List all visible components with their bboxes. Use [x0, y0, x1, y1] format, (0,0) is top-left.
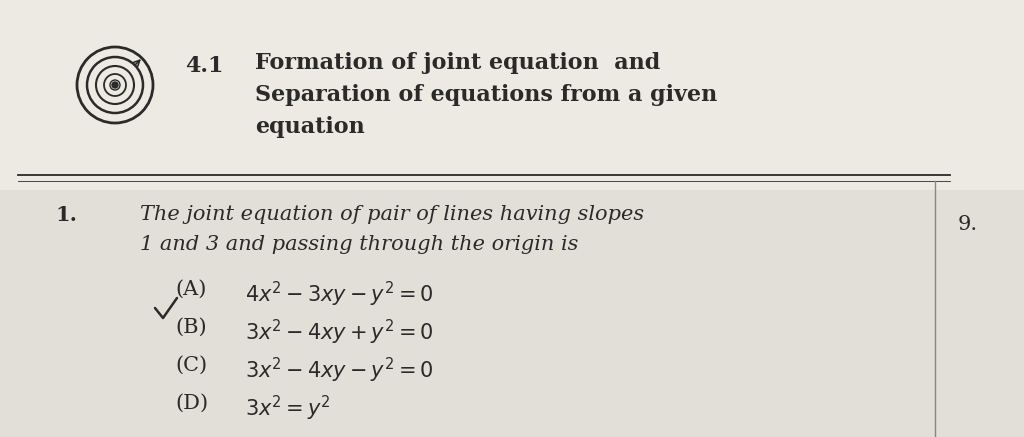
Text: (C): (C) — [175, 356, 207, 375]
Text: $3x^2 - 4xy + y^2 = 0$: $3x^2 - 4xy + y^2 = 0$ — [245, 318, 433, 347]
Text: (B): (B) — [175, 318, 207, 337]
FancyBboxPatch shape — [0, 0, 1024, 190]
Text: 9.: 9. — [958, 215, 978, 234]
Text: The joint equation of pair of lines having slopes: The joint equation of pair of lines havi… — [140, 205, 644, 224]
Text: equation: equation — [255, 116, 365, 138]
Text: $3x^2 = y^2$: $3x^2 = y^2$ — [245, 394, 331, 423]
Text: $4x^2 - 3xy -y^2 = 0$: $4x^2 - 3xy -y^2 = 0$ — [245, 280, 433, 309]
Text: 1.: 1. — [55, 205, 77, 225]
Text: Separation of equations from a given: Separation of equations from a given — [255, 84, 717, 106]
Text: (A): (A) — [175, 280, 207, 299]
Text: (D): (D) — [175, 394, 208, 413]
Circle shape — [112, 82, 118, 88]
Text: 4.1: 4.1 — [185, 55, 223, 77]
Text: 1 and 3 and passing through the origin is: 1 and 3 and passing through the origin i… — [140, 235, 579, 254]
Text: $3x^2 - 4xy - y^2 = 0$: $3x^2 - 4xy - y^2 = 0$ — [245, 356, 433, 385]
Text: Formation of joint equation  and: Formation of joint equation and — [255, 52, 660, 74]
FancyBboxPatch shape — [0, 190, 1024, 437]
